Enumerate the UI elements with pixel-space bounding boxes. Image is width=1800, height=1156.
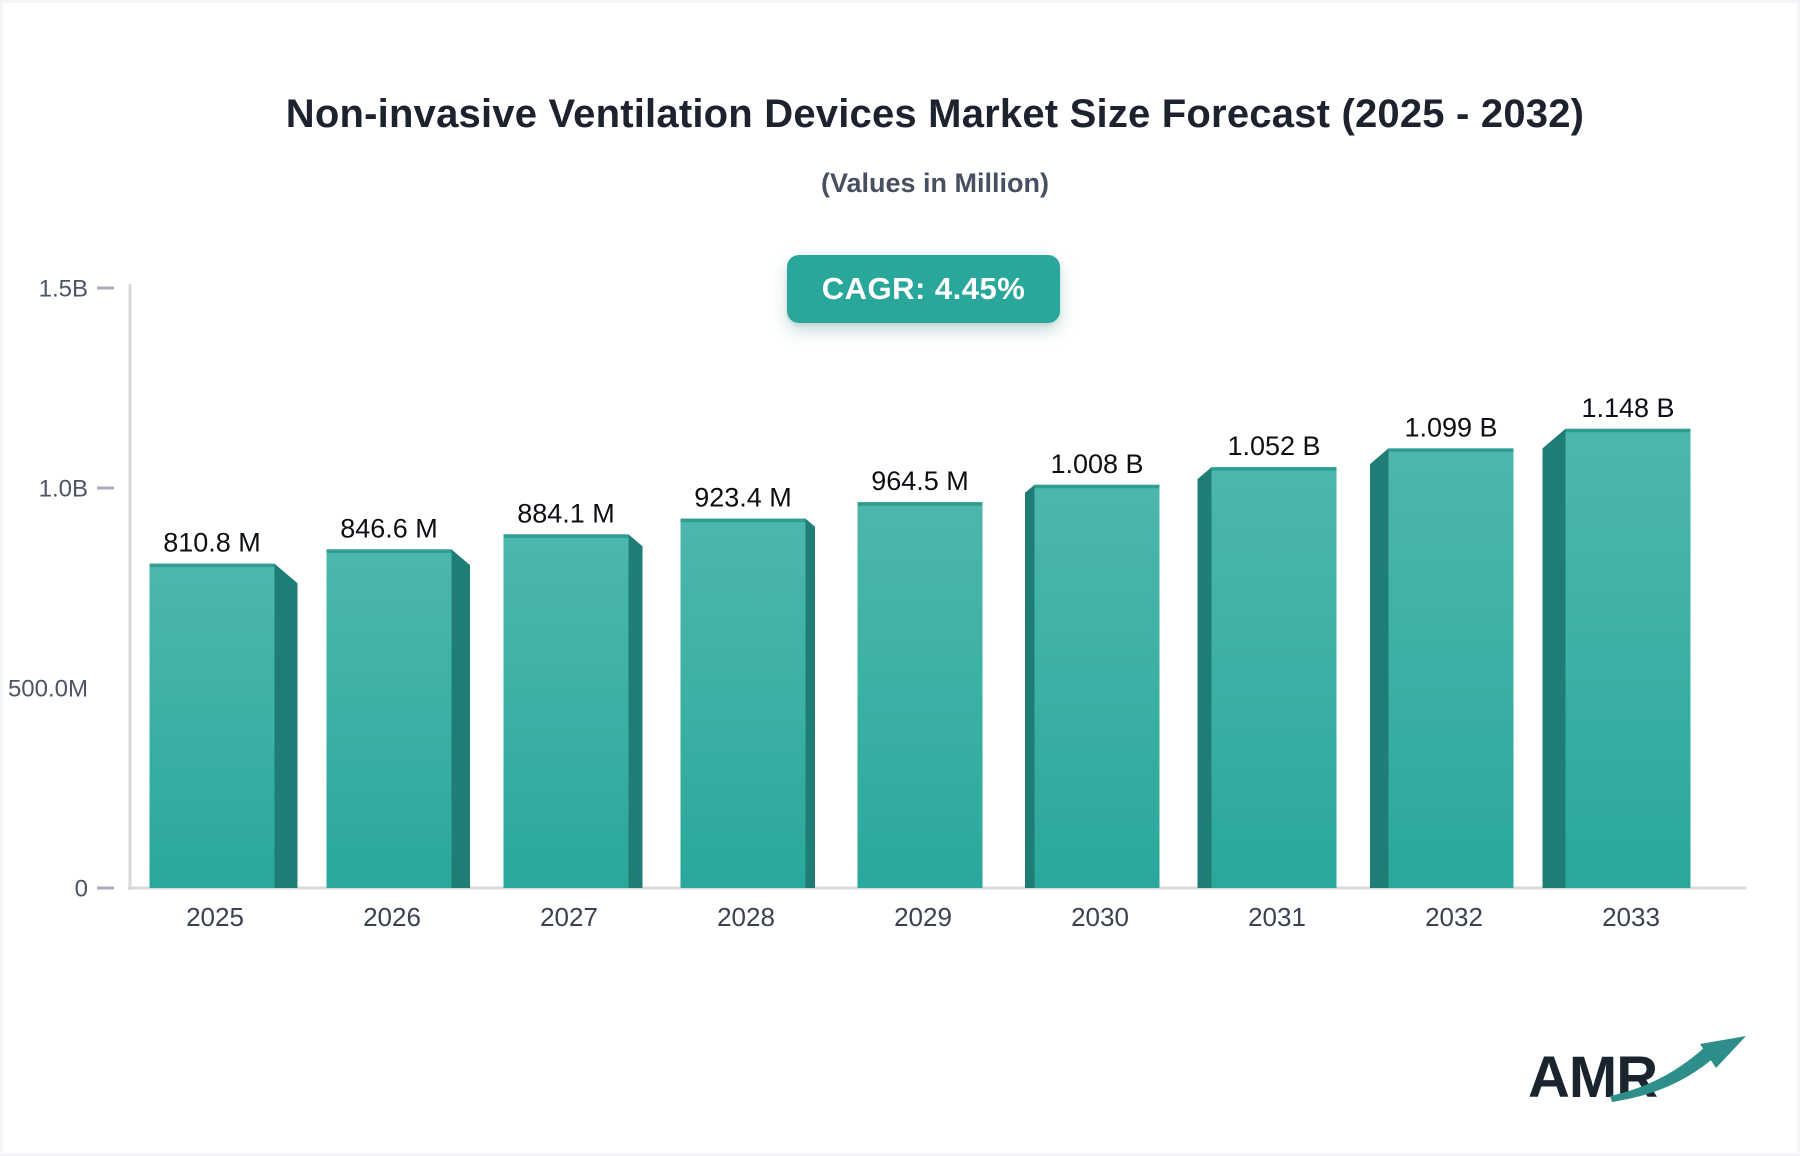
bars: [149, 428, 1691, 888]
x-tick-label: 2026: [363, 902, 421, 932]
x-tick-label: 2029: [894, 902, 952, 932]
bar-2026[interactable]: [326, 549, 471, 888]
bar-front-face: [1034, 484, 1160, 888]
bar-2030[interactable]: [1025, 484, 1160, 888]
bar-value-label: 964.5 M: [871, 466, 969, 496]
bar-2028[interactable]: [680, 518, 816, 888]
bar-top-edge: [149, 563, 275, 568]
bar-side-face: [1542, 428, 1566, 888]
y-tick-label: 500.0M: [8, 676, 88, 703]
bar-value-labels: 810.8 M 2025 846.6 M 2026 884.1 M 2027 923.4 M…: [163, 393, 1674, 932]
bar-top-edge: [1565, 428, 1691, 433]
bar-top-edge: [1388, 448, 1514, 452]
y-tick-mark: [97, 486, 114, 490]
bar-value-label: 923.4 M: [694, 483, 792, 513]
bar-side-face: [1197, 467, 1212, 888]
x-tick-label: 2033: [1602, 902, 1660, 932]
x-tick-label: 2028: [717, 902, 775, 932]
bar-front-face: [503, 534, 629, 888]
y-tick-label: 1.5B: [39, 276, 88, 303]
bar-top-edge: [680, 518, 806, 523]
bar-front-face: [1565, 428, 1691, 888]
amr-logo: AMR: [1528, 1030, 1746, 1116]
bar-value-label: 1.099 B: [1404, 412, 1497, 442]
bar-top-edge: [1034, 484, 1160, 489]
y-axis-line: [128, 284, 132, 890]
x-tick-label: 2025: [186, 902, 244, 932]
bar-value-label: 1.052 B: [1227, 431, 1320, 461]
bar-side-face: [628, 534, 643, 888]
bar-top-edge: [503, 534, 629, 538]
bar-front-face: [857, 502, 983, 888]
cagr-badge: CAGR: 4.45%: [787, 255, 1060, 323]
bar-top-edge: [326, 549, 452, 553]
bar-front-face: [1211, 467, 1337, 888]
bar-side-face: [274, 563, 298, 888]
chart-title: Non-invasive Ventilation Devices Market …: [285, 92, 1585, 136]
x-tick-label: 2030: [1071, 902, 1129, 932]
chart-subtitle: (Values in Million): [820, 168, 1050, 198]
bar-value-label: 810.8 M: [163, 528, 261, 558]
bar-front-face: [149, 563, 275, 888]
bar-2029[interactable]: [857, 502, 983, 888]
y-tick-mark: [97, 286, 114, 290]
bar-2025[interactable]: [149, 563, 298, 888]
bar-side-face: [1025, 484, 1035, 888]
y-tick-mark: [97, 886, 114, 890]
bar-2032[interactable]: [1370, 448, 1514, 888]
bar-2027[interactable]: [503, 534, 643, 888]
amr-logo-text: AMR: [1528, 1045, 1658, 1110]
bar-2033[interactable]: [1542, 428, 1691, 888]
bar-front-face: [1388, 448, 1514, 888]
bar-front-face: [326, 549, 452, 888]
bar-2031[interactable]: [1197, 467, 1337, 888]
bar-value-label: 1.008 B: [1050, 449, 1143, 479]
bar-side-face: [1370, 448, 1389, 888]
x-tick-label: 2031: [1248, 902, 1306, 932]
y-tick-label: 1.0B: [39, 476, 88, 503]
bar-side-face: [805, 518, 815, 888]
bar-front-face: [680, 518, 806, 888]
bar-value-label: 1.148 B: [1581, 393, 1674, 423]
x-tick-label: 2032: [1425, 902, 1483, 932]
logo-arrow-icon: [1610, 1036, 1746, 1102]
bar-top-edge: [1211, 467, 1337, 471]
y-tick-label: 0: [75, 876, 88, 903]
bar-value-label: 846.6 M: [340, 513, 438, 543]
x-tick-label: 2027: [540, 902, 598, 932]
bar-side-face: [451, 549, 470, 888]
bar-top-edge: [857, 502, 983, 506]
bar-value-label: 884.1 M: [517, 498, 615, 528]
